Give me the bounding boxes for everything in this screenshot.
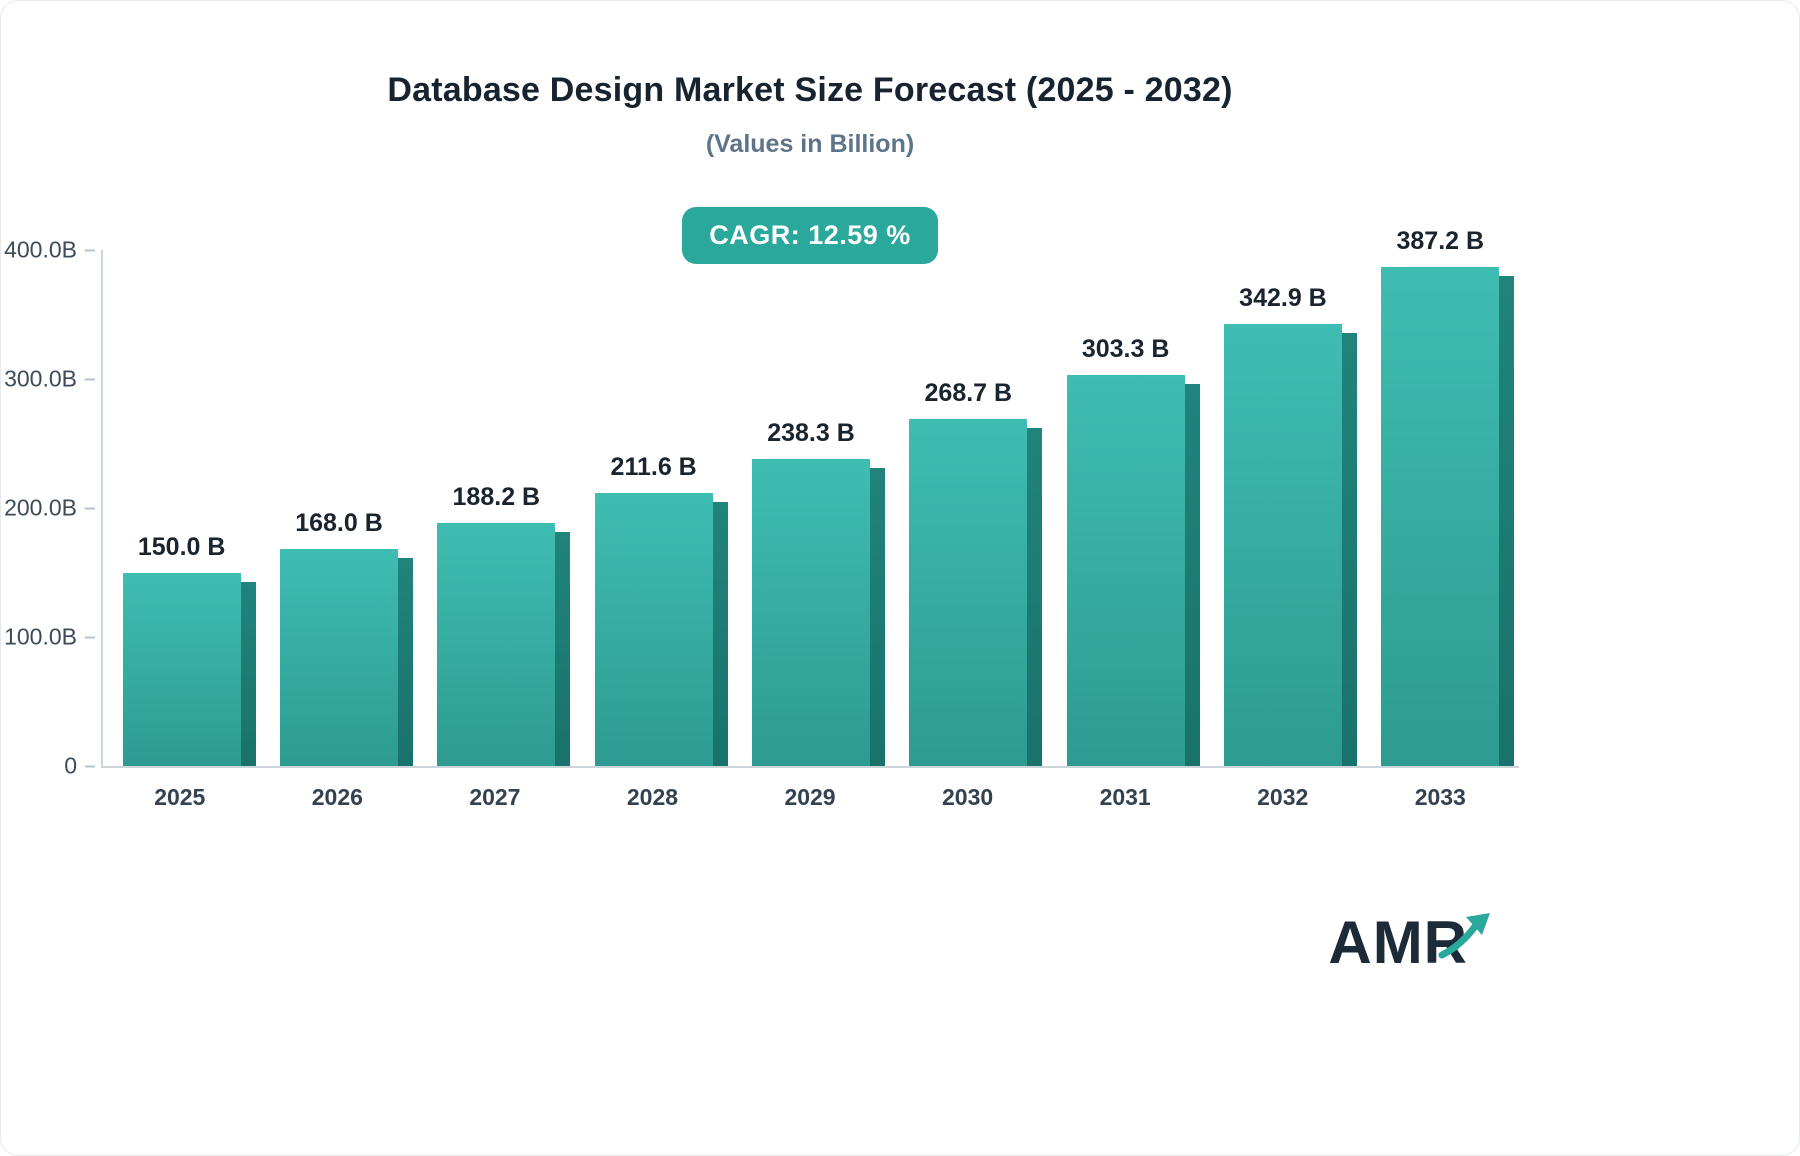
x-axis-label: 2027 <box>469 784 521 810</box>
y-tick-mark <box>85 636 95 638</box>
y-tick: 400.0B <box>4 237 95 264</box>
y-tick-mark <box>85 249 95 251</box>
bar-group: 150.0 B <box>103 250 260 766</box>
bar-value-label: 303.3 B <box>1081 334 1170 363</box>
x-axis-label: 2033 <box>1414 784 1466 810</box>
chart-title: Database Design Market Size Forecast (20… <box>387 71 1233 109</box>
x-axis-label: 2030 <box>942 784 994 810</box>
bar: 211.6 B <box>594 453 728 766</box>
bar-chart: 0 100.0B 200.0B 300.0B 400.0B 150.0 B 168.0 B 1… <box>4 227 1519 811</box>
x-axis-label: 2026 <box>311 784 363 810</box>
bar-group: 168.0 B <box>260 250 417 766</box>
x-axis-label: 2031 <box>1099 784 1151 810</box>
bar: 238.3 B <box>751 419 885 767</box>
bar: 342.9 B <box>1223 284 1357 767</box>
y-tick-label: 300.0B <box>4 365 77 392</box>
x-axis-label: 2032 <box>1257 784 1309 810</box>
bar-value-label: 342.9 B <box>1239 283 1327 312</box>
bar: 387.2 B <box>1381 227 1515 767</box>
y-tick-mark <box>85 765 95 767</box>
bar-group: 188.2 B <box>418 250 575 766</box>
y-tick-label: 400.0B <box>4 236 77 263</box>
y-tick-label: 0 <box>64 752 77 779</box>
y-tick-mark <box>85 378 95 380</box>
bar-value-label: 168.0 B <box>295 509 383 538</box>
x-axis-label: 2025 <box>154 784 206 810</box>
cagr-badge-label: CAGR: 12.59 % <box>709 220 911 250</box>
y-tick-mark <box>85 507 95 509</box>
bar-group: 387.2 B <box>1362 227 1519 767</box>
amr-logo: AMR <box>1328 908 1494 977</box>
bar: 168.0 B <box>279 509 413 766</box>
amr-logo-text: AMR <box>1328 909 1468 976</box>
y-tick: 300.0B <box>4 366 95 393</box>
bar-value-label: 211.6 B <box>610 453 697 482</box>
bar-value-label: 238.3 B <box>767 418 855 447</box>
bar: 188.2 B <box>437 483 571 766</box>
bar: 150.0 B <box>122 533 256 766</box>
bar-group: 303.3 B <box>1047 250 1204 767</box>
y-tick: 200.0B <box>4 495 95 522</box>
cagr-badge: CAGR: 12.59 % <box>682 207 938 264</box>
bar-value-label: 188.2 B <box>452 483 541 512</box>
bar-group: 268.7 B <box>890 250 1047 766</box>
bar-group: 342.9 B <box>1204 250 1361 767</box>
bar-value-label: 150.0 B <box>137 532 226 561</box>
x-axis: 2025 2026 2027 2028 2029 2030 2031 2032 2033 <box>101 784 1519 811</box>
plot-area: 0 100.0B 200.0B 300.0B 400.0B 150.0 B 168.0 B 1… <box>4 227 1519 779</box>
y-tick-label: 100.0B <box>4 623 77 650</box>
bar: 303.3 B <box>1066 335 1200 767</box>
y-tick: 100.0B <box>4 624 95 651</box>
y-tick-label: 200.0B <box>4 494 77 521</box>
bar-group: 238.3 B <box>732 250 889 767</box>
x-axis-label: 2029 <box>784 784 836 810</box>
x-axis-label: 2028 <box>626 784 679 810</box>
y-tick: 0 <box>64 753 95 780</box>
bar-value-label: 387.2 B <box>1396 226 1485 255</box>
chart-subtitle: (Values in Billion) <box>705 130 915 158</box>
logo-arrow-icon <box>1438 912 1490 958</box>
bar: 268.7 B <box>909 379 1043 766</box>
bar-value-label: 268.7 B <box>924 379 1013 408</box>
bar-group: 211.6 B <box>575 250 732 766</box>
chart-header: Database Design Market Size Forecast (20… <box>1 1 1799 264</box>
